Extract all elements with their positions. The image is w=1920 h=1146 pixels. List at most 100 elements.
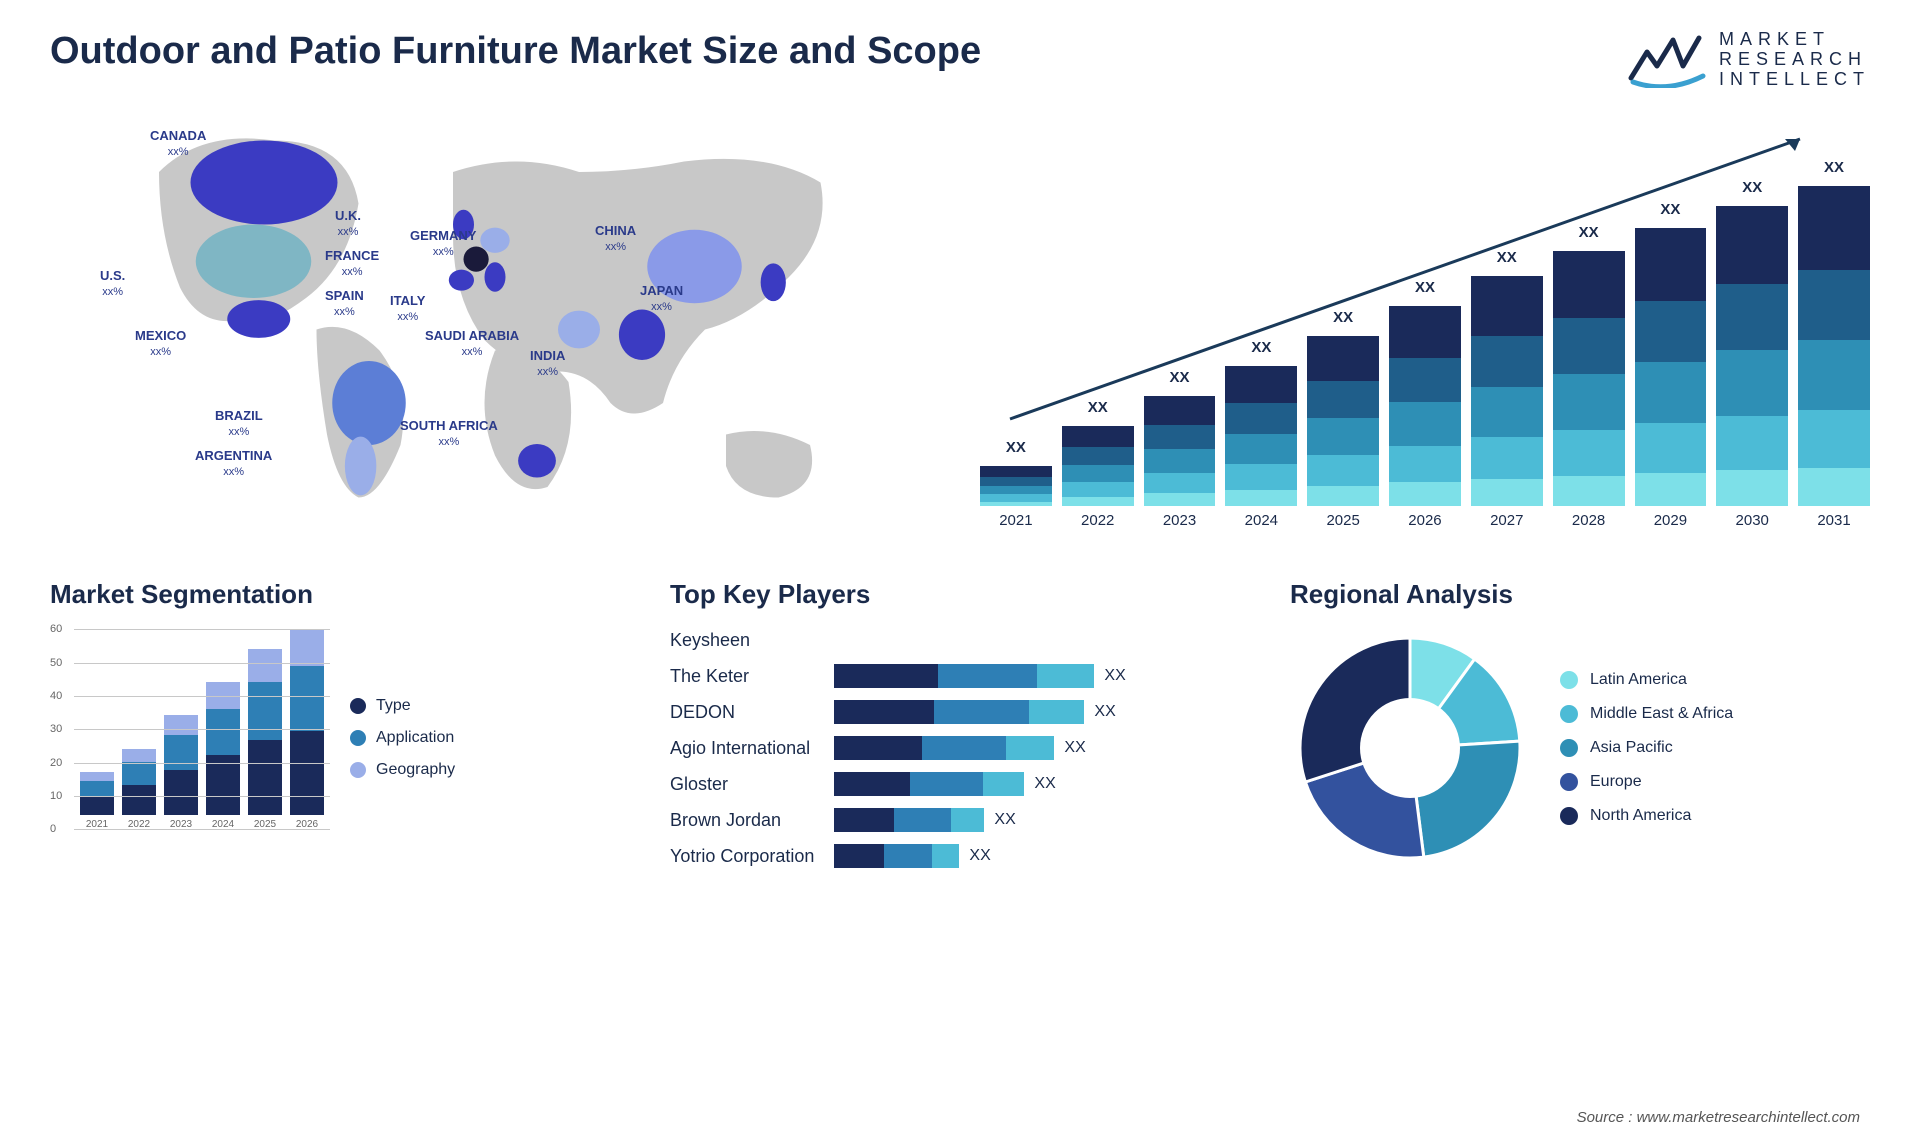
logo-line: INTELLECT — [1719, 70, 1870, 90]
player-bars-col: XXXXXXXXXXXX — [834, 628, 1250, 868]
main-bar-value: XX — [1497, 249, 1517, 266]
brand-logo: MARKET RESEARCH INTELLECT — [1627, 30, 1870, 89]
main-bar-value: XX — [1170, 369, 1190, 386]
map-label: FRANCExx% — [325, 249, 379, 278]
player-bar — [834, 628, 1250, 652]
player-bar-value: XX — [1094, 703, 1115, 721]
seg-bar: 2025 — [248, 649, 282, 831]
logo-icon — [1627, 32, 1707, 88]
player-bar-value: XX — [1104, 667, 1125, 685]
main-bar-year: 2025 — [1326, 512, 1359, 529]
main-bar: XX 2027 — [1471, 249, 1543, 529]
regional-legend-item: Europe — [1560, 773, 1733, 791]
map-label: SOUTH AFRICAxx% — [400, 419, 498, 448]
seg-legend-item: Type — [350, 697, 455, 715]
player-bar-value: XX — [1034, 775, 1055, 793]
top-row: CANADAxx%U.S.xx%MEXICOxx%BRAZILxx%ARGENT… — [50, 109, 1870, 529]
regional-chart: Latin America Middle East & Africa Asia Pa… — [1290, 628, 1870, 868]
player-bar: XX — [834, 700, 1250, 724]
seg-bar: 2022 — [122, 749, 156, 831]
map-label: JAPANxx% — [640, 284, 683, 313]
world-map-icon — [50, 109, 940, 529]
main-bar: XX 2022 — [1062, 399, 1134, 529]
player-name: Agio International — [670, 736, 814, 760]
main-bar: XX2029 — [1635, 201, 1707, 529]
main-bar: XX 2028 — [1553, 224, 1625, 529]
main-bar-year: 2023 — [1163, 512, 1196, 529]
main-bar-year: 2031 — [1817, 512, 1850, 529]
main-bar: XX2021 — [980, 439, 1052, 529]
main-bar-year: 2028 — [1572, 512, 1605, 529]
gridline: 40 — [74, 696, 330, 697]
player-name: DEDON — [670, 700, 814, 724]
segmentation-section: Market Segmentation 20212022202320242025… — [50, 579, 630, 868]
map-label: U.K.xx% — [335, 209, 361, 238]
player-bar: XX — [834, 808, 1250, 832]
regional-legend: Latin America Middle East & Africa Asia Pa… — [1560, 671, 1733, 825]
regional-donut — [1290, 628, 1530, 868]
regional-legend-item: North America — [1560, 807, 1733, 825]
donut-hole — [1360, 698, 1460, 798]
regional-title: Regional Analysis — [1290, 579, 1870, 610]
main-bar-year: 2027 — [1490, 512, 1523, 529]
segmentation-chart: 202120222023202420252026 0102030405060 T… — [50, 628, 630, 848]
main-bar-year: 2021 — [999, 512, 1032, 529]
map-label: U.S.xx% — [100, 269, 125, 298]
segmentation-legend: TypeApplicationGeography — [350, 628, 455, 848]
bottom-row: Market Segmentation 20212022202320242025… — [50, 579, 1870, 868]
regional-legend-item: Middle East & Africa — [1560, 705, 1733, 723]
main-bar-value: XX — [1088, 399, 1108, 416]
player-bar: XX — [834, 736, 1250, 760]
players-chart: KeysheenThe KeterDEDONAgio International… — [670, 628, 1250, 868]
regional-legend-item: Latin America — [1560, 671, 1733, 689]
header: Outdoor and Patio Furniture Market Size … — [50, 30, 1870, 89]
gridline: 10 — [74, 796, 330, 797]
gridline: 60 — [74, 629, 330, 630]
player-name: Yotrio Corporation — [670, 844, 814, 868]
main-bar: XX 2023 — [1144, 369, 1216, 529]
page-title: Outdoor and Patio Furniture Market Size … — [50, 30, 981, 73]
map-label: CANADAxx% — [150, 129, 206, 158]
main-bar: XX 2031 — [1798, 159, 1870, 529]
main-bar: XX2024 — [1225, 339, 1297, 529]
map-label: MEXICOxx% — [135, 329, 186, 358]
map-label: GERMANYxx% — [410, 229, 476, 258]
main-bar-value: XX — [1415, 279, 1435, 296]
logo-text: MARKET RESEARCH INTELLECT — [1719, 30, 1870, 89]
logo-line: MARKET — [1719, 30, 1870, 50]
main-bar: XX 2025 — [1307, 309, 1379, 529]
main-bar-value: XX — [1824, 159, 1844, 176]
regional-legend-item: Asia Pacific — [1560, 739, 1733, 757]
main-bar-year: 2026 — [1408, 512, 1441, 529]
main-bar-value: XX — [1251, 339, 1271, 356]
player-bar-value: XX — [969, 847, 990, 865]
main-growth-chart: XX2021XX2022XX2023XX2024XX2025XX2026XX20… — [980, 109, 1870, 529]
main-bar: XX 2030 — [1716, 179, 1788, 529]
seg-legend-item: Geography — [350, 761, 455, 779]
main-bar-value: XX — [1579, 224, 1599, 241]
player-bar: XX — [834, 844, 1250, 868]
world-map-panel: CANADAxx%U.S.xx%MEXICOxx%BRAZILxx%ARGENT… — [50, 109, 940, 529]
main-bar-value: XX — [1742, 179, 1762, 196]
player-names-col: KeysheenThe KeterDEDONAgio International… — [670, 628, 814, 868]
main-bar-year: 2030 — [1736, 512, 1769, 529]
source-caption: Source : www.marketresearchintellect.com — [1577, 1109, 1860, 1126]
map-label: INDIAxx% — [530, 349, 565, 378]
player-bar-value: XX — [994, 811, 1015, 829]
player-bar-value: XX — [1064, 739, 1085, 757]
main-bar-value: XX — [1660, 201, 1680, 218]
map-label: CHINAxx% — [595, 224, 636, 253]
seg-bar: 2023 — [164, 715, 198, 830]
map-label: ARGENTINAxx% — [195, 449, 272, 478]
seg-bar: 2024 — [206, 682, 240, 830]
players-title: Top Key Players — [670, 579, 1250, 610]
player-bar: XX — [834, 772, 1250, 796]
gridline: 20 — [74, 763, 330, 764]
map-label: ITALYxx% — [390, 294, 425, 323]
players-section: Top Key Players KeysheenThe KeterDEDONAg… — [670, 579, 1250, 868]
map-label: SPAINxx% — [325, 289, 364, 318]
gridline: 50 — [74, 663, 330, 664]
main-bar-value: XX — [1333, 309, 1353, 326]
main-bar-year: 2022 — [1081, 512, 1114, 529]
gridline: 30 — [74, 729, 330, 730]
